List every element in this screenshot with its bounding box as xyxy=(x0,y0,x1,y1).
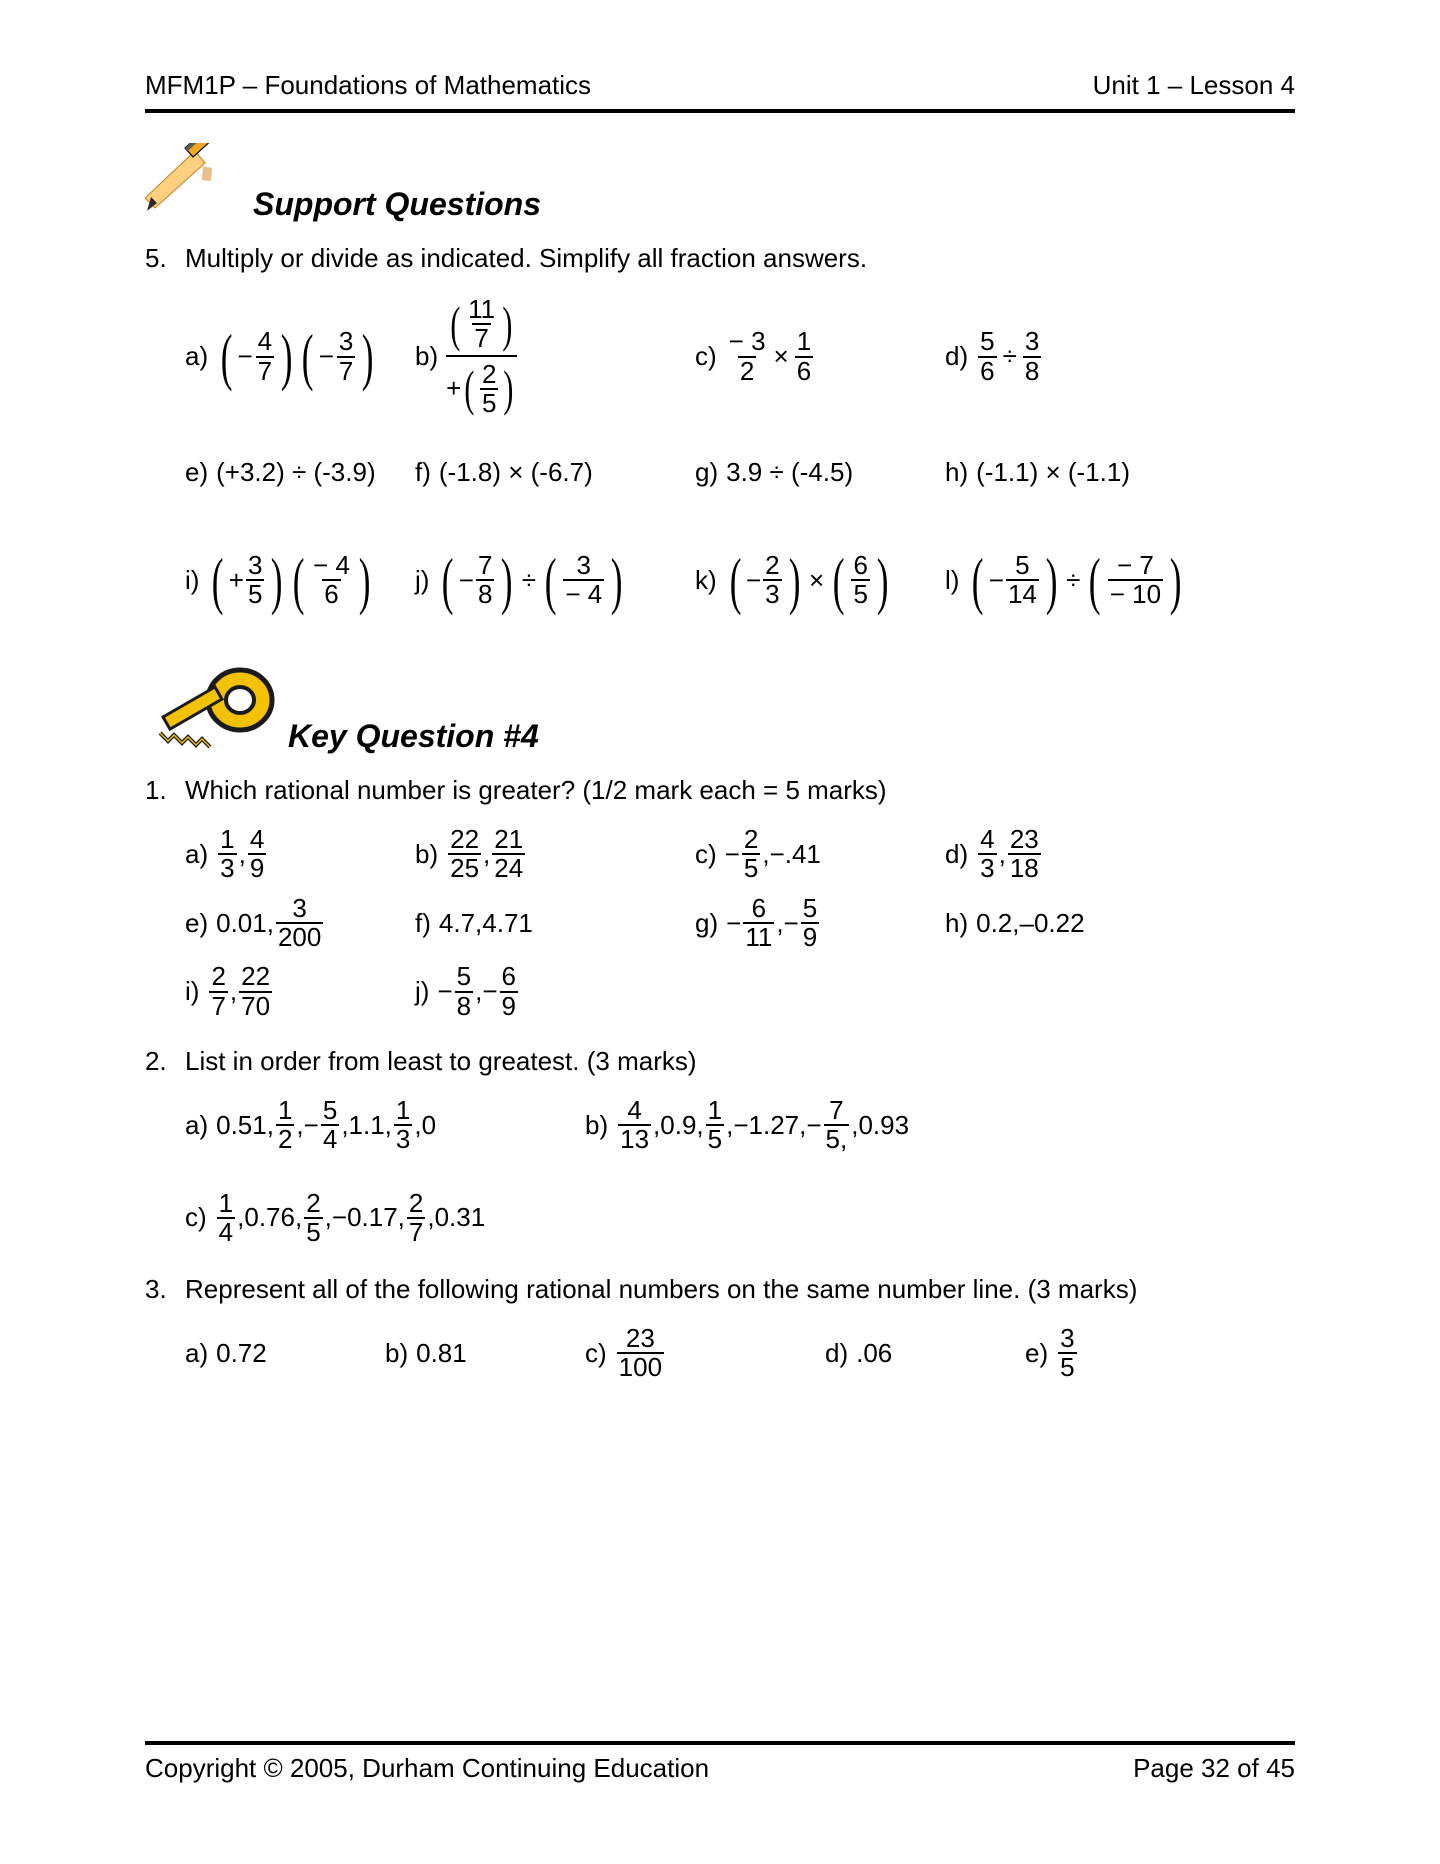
key-icon xyxy=(145,665,280,755)
kq1g: g) − 611 , − 59 xyxy=(695,895,945,952)
unit-lesson: Unit 1 – Lesson 4 xyxy=(1093,70,1295,101)
kq3-prompt: 3. Represent all of the following ration… xyxy=(145,1274,1295,1305)
kq2a-expr: 0.51,12,−54,1.1,13,0 xyxy=(216,1097,436,1154)
kq1-num: 1. xyxy=(145,775,185,806)
kq1d: d) 43 , 2318 xyxy=(945,826,1225,883)
kq2-grid: a) 0.51,12,−54,1.1,13,0 b) 413,0.9,15,−1… xyxy=(185,1097,1295,1246)
kq1f: f) 4.7,4.71 xyxy=(415,895,695,952)
course-title: MFM1P – Foundations of Mathematics xyxy=(145,70,591,101)
q5f: f) (-1.8) × (-6.7) xyxy=(415,447,695,497)
q5h: h) (-1.1) × (-1.1) xyxy=(945,447,1225,497)
page-header: MFM1P – Foundations of Mathematics Unit … xyxy=(145,70,1295,113)
kq1-grid: a) 13 , 49 b) 2225 , 2124 c) − 25 , −.41… xyxy=(185,826,1295,1020)
kq2c-expr: 14,0.76,25,−0.17,27,0.31 xyxy=(215,1190,486,1247)
kq3c: c) 23100 xyxy=(585,1325,825,1382)
copyright: Copyright © 2005, Durham Continuing Educ… xyxy=(145,1753,709,1784)
kq1-text: Which rational number is greater? (1/2 m… xyxy=(185,775,1295,806)
support-questions-heading: Support Questions xyxy=(145,143,1295,223)
q5b: b) ( 117 ) + ( 25 ) xyxy=(415,294,695,419)
q5-grid: a) ( − 47 ) ( − 37 ) b) ( 117 ) xyxy=(185,294,1295,635)
kq1i: i) 27 , 2270 xyxy=(185,963,415,1020)
pencil-icon xyxy=(145,143,245,223)
kq2b-expr: 413,0.9,15,−1.27,−75,,0.93 xyxy=(616,1097,909,1154)
q5-prompt: 5. Multiply or divide as indicated. Simp… xyxy=(145,243,1295,274)
kq3-num: 3. xyxy=(145,1274,185,1305)
kq3b: b) 0.81 xyxy=(385,1325,585,1382)
key-title: Key Question #4 xyxy=(288,718,539,755)
kq3-grid: a) 0.72 b) 0.81 c) 23100 d) .06 e) 35 xyxy=(185,1325,1295,1382)
kq1b: b) 2225 , 2124 xyxy=(415,826,695,883)
support-title: Support Questions xyxy=(253,186,541,223)
kq1j: j) − 58 , − 69 xyxy=(415,963,695,1020)
page: MFM1P – Foundations of Mathematics Unit … xyxy=(0,0,1440,1462)
kq2-num: 2. xyxy=(145,1046,185,1077)
kq1e: e) 0.01, 3200 xyxy=(185,895,415,952)
kq3-text: Represent all of the following rational … xyxy=(185,1274,1295,1305)
key-question-heading: Key Question #4 xyxy=(145,665,1295,755)
q5i: i) (+ 35 ) ( − 46 ) xyxy=(185,525,415,635)
kq2c: c) 14,0.76,25,−0.17,27,0.31 xyxy=(185,1190,1085,1247)
page-footer: Copyright © 2005, Durham Continuing Educ… xyxy=(145,1741,1295,1784)
kq3a: a) 0.72 xyxy=(185,1325,385,1382)
q5-text: Multiply or divide as indicated. Simplif… xyxy=(185,243,1295,274)
q5c: c) − 32 × 16 xyxy=(695,294,945,419)
q5-num: 5. xyxy=(145,243,185,274)
kq2-prompt: 2. List in order from least to greatest.… xyxy=(145,1046,1295,1077)
kq1a: a) 13 , 49 xyxy=(185,826,415,883)
q5e: e) (+3.2) ÷ (-3.9) xyxy=(185,447,415,497)
kq2-text: List in order from least to greatest. (3… xyxy=(185,1046,1295,1077)
kq1-prompt: 1. Which rational number is greater? (1/… xyxy=(145,775,1295,806)
q5j: j) (− 78 ) ÷ ( 3− 4 ) xyxy=(415,525,695,635)
kq2b: b) 413,0.9,15,−1.27,−75,,0.93 xyxy=(585,1097,1085,1154)
kq3d: d) .06 xyxy=(825,1325,1025,1382)
page-number: Page 32 of 45 xyxy=(1133,1753,1295,1784)
q5l: l) (− 514 ) ÷ ( − 7− 10 ) xyxy=(945,525,1225,635)
kq3e: e) 35 xyxy=(1025,1325,1185,1382)
kq1h: h) 0.2,–0.22 xyxy=(945,895,1225,952)
q5k: k) (− 23 ) × ( 65 ) xyxy=(695,525,945,635)
q5d: d) 56 ÷ 38 xyxy=(945,294,1225,419)
q5a: a) ( − 47 ) ( − 37 ) xyxy=(185,294,415,419)
kq1c: c) − 25 , −.41 xyxy=(695,826,945,883)
q5g: g) 3.9 ÷ (-4.5) xyxy=(695,447,945,497)
kq2a: a) 0.51,12,−54,1.1,13,0 xyxy=(185,1097,585,1154)
